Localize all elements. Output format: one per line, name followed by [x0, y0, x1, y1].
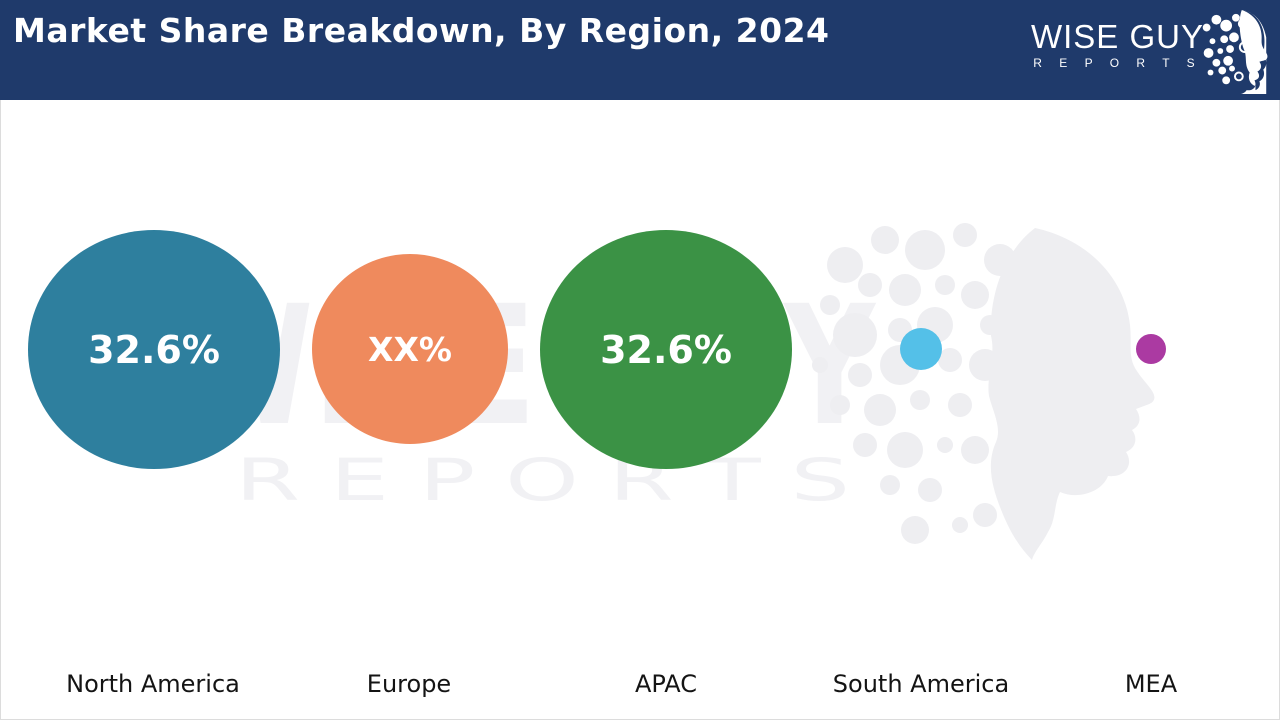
dotted-head-profile-icon: [1202, 9, 1268, 94]
bubble-north-america: 32.6%: [28, 230, 280, 469]
label-south-america: South America: [832, 670, 1010, 698]
page-title: Market Share Breakdown, By Region, 2024: [13, 11, 830, 50]
bubble-apac: 32.6%: [540, 230, 792, 469]
label-mea: MEA: [1124, 670, 1178, 698]
logo-subtitle: R E P O R T S: [1033, 56, 1202, 70]
bubble-value-north-america: 32.6%: [88, 327, 220, 372]
label-north-america: North America: [66, 670, 240, 698]
bubble-south-america: [900, 328, 942, 370]
bubble-mea: [1136, 334, 1166, 364]
label-europe: Europe: [366, 670, 452, 698]
bubble-europe: XX%: [312, 254, 508, 444]
bubble-value-europe: XX%: [368, 329, 452, 369]
logo-text: WISE GUY R E P O R T S: [1031, 20, 1204, 70]
wise-guy-logo: WISE GUY R E P O R T S: [1031, 8, 1272, 94]
label-apac: APAC: [634, 670, 698, 698]
header-bar: Market Share Breakdown, By Region, 2024 …: [0, 0, 1280, 100]
logo-name: WISE GUY: [1030, 18, 1204, 55]
bubble-value-apac: 32.6%: [600, 327, 732, 372]
